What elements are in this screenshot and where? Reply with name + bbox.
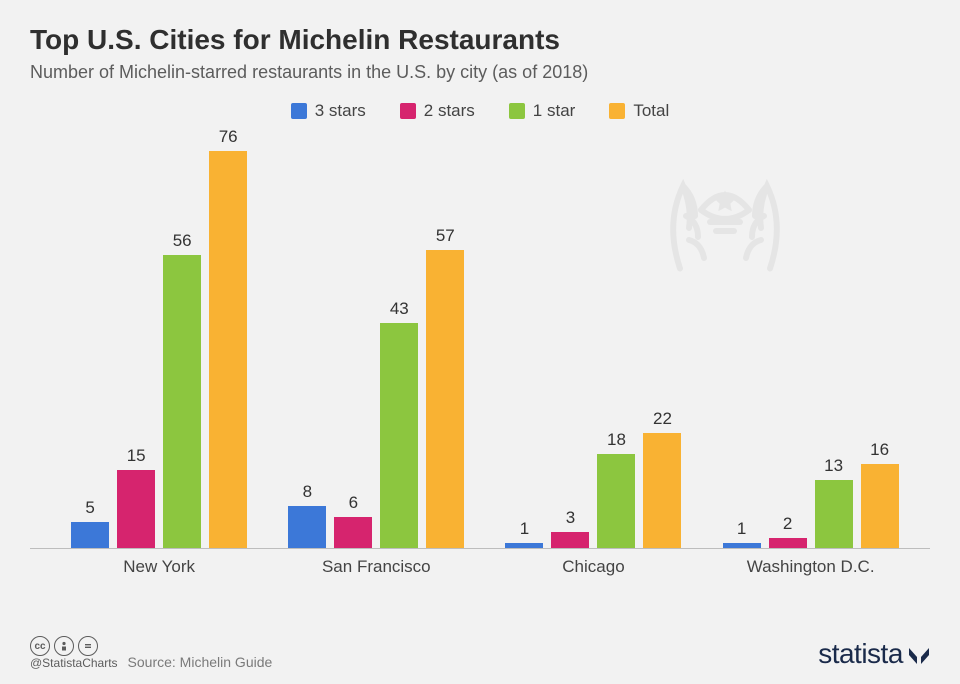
- legend-swatch: [291, 103, 307, 119]
- source-label: Source: Michelin Guide: [128, 654, 273, 670]
- bar-value-label: 1: [723, 519, 761, 539]
- bar-group: 5155676: [71, 131, 247, 548]
- bar: 1: [723, 543, 761, 548]
- legend-swatch: [509, 103, 525, 119]
- bar-value-label: 43: [380, 299, 418, 319]
- bar-group: 121316: [723, 131, 899, 548]
- bar: 5: [71, 522, 109, 548]
- bar-value-label: 57: [426, 226, 464, 246]
- legend-item: 3 stars: [291, 101, 366, 121]
- category-label: New York: [71, 557, 247, 577]
- bar: 15: [117, 470, 155, 548]
- legend-item: 2 stars: [400, 101, 475, 121]
- category-label: Chicago: [505, 557, 681, 577]
- license-icons: cc: [30, 636, 118, 656]
- bar-value-label: 76: [209, 127, 247, 147]
- chart-area: 5155676864357131822121316 New YorkSan Fr…: [30, 131, 930, 577]
- legend-swatch: [609, 103, 625, 119]
- category-label: San Francisco: [288, 557, 464, 577]
- bar-value-label: 5: [71, 498, 109, 518]
- bar: 8: [288, 506, 326, 548]
- chart-title: Top U.S. Cities for Michelin Restaurants: [30, 24, 930, 56]
- legend-label: 1 star: [533, 101, 576, 121]
- bar-value-label: 15: [117, 446, 155, 466]
- bar-value-label: 8: [288, 482, 326, 502]
- legend-item: 1 star: [509, 101, 576, 121]
- chart-container: Top U.S. Cities for Michelin Restaurants…: [0, 0, 960, 684]
- bar-value-label: 6: [334, 493, 372, 513]
- bar-value-label: 2: [769, 514, 807, 534]
- bar: 76: [209, 151, 247, 548]
- nd-icon: [78, 636, 98, 656]
- bar-value-label: 1: [505, 519, 543, 539]
- bar: 1: [505, 543, 543, 548]
- bar-value-label: 22: [643, 409, 681, 429]
- by-icon: [54, 636, 74, 656]
- twitter-handle: @StatistaCharts: [30, 656, 118, 670]
- legend: 3 stars 2 stars 1 star Total: [30, 101, 930, 121]
- footer: cc @StatistaCharts Source: Michelin Guid…: [30, 636, 930, 670]
- bar-value-label: 56: [163, 231, 201, 251]
- bar: 13: [815, 480, 853, 548]
- bar: 3: [551, 532, 589, 548]
- bar: 6: [334, 517, 372, 548]
- bar: 22: [643, 433, 681, 548]
- bar: 18: [597, 454, 635, 548]
- plot: 5155676864357131822121316: [30, 131, 930, 549]
- bar: 56: [163, 255, 201, 548]
- bar-value-label: 13: [815, 456, 853, 476]
- legend-label: Total: [633, 101, 669, 121]
- bar-group: 864357: [288, 131, 464, 548]
- category-label: Washington D.C.: [723, 557, 899, 577]
- bar-value-label: 18: [597, 430, 635, 450]
- bar-value-label: 16: [861, 440, 899, 460]
- bar: 2: [769, 538, 807, 548]
- legend-item: Total: [609, 101, 669, 121]
- statista-logo: statista: [818, 638, 930, 670]
- bar: 16: [861, 464, 899, 548]
- bar: 57: [426, 250, 464, 548]
- bar-group: 131822: [505, 131, 681, 548]
- legend-label: 2 stars: [424, 101, 475, 121]
- cc-icon: cc: [30, 636, 50, 656]
- footer-left: cc @StatistaCharts Source: Michelin Guid…: [30, 636, 272, 670]
- bar-value-label: 3: [551, 508, 589, 528]
- legend-label: 3 stars: [315, 101, 366, 121]
- chart-subtitle: Number of Michelin-starred restaurants i…: [30, 62, 930, 83]
- bar: 43: [380, 323, 418, 548]
- legend-swatch: [400, 103, 416, 119]
